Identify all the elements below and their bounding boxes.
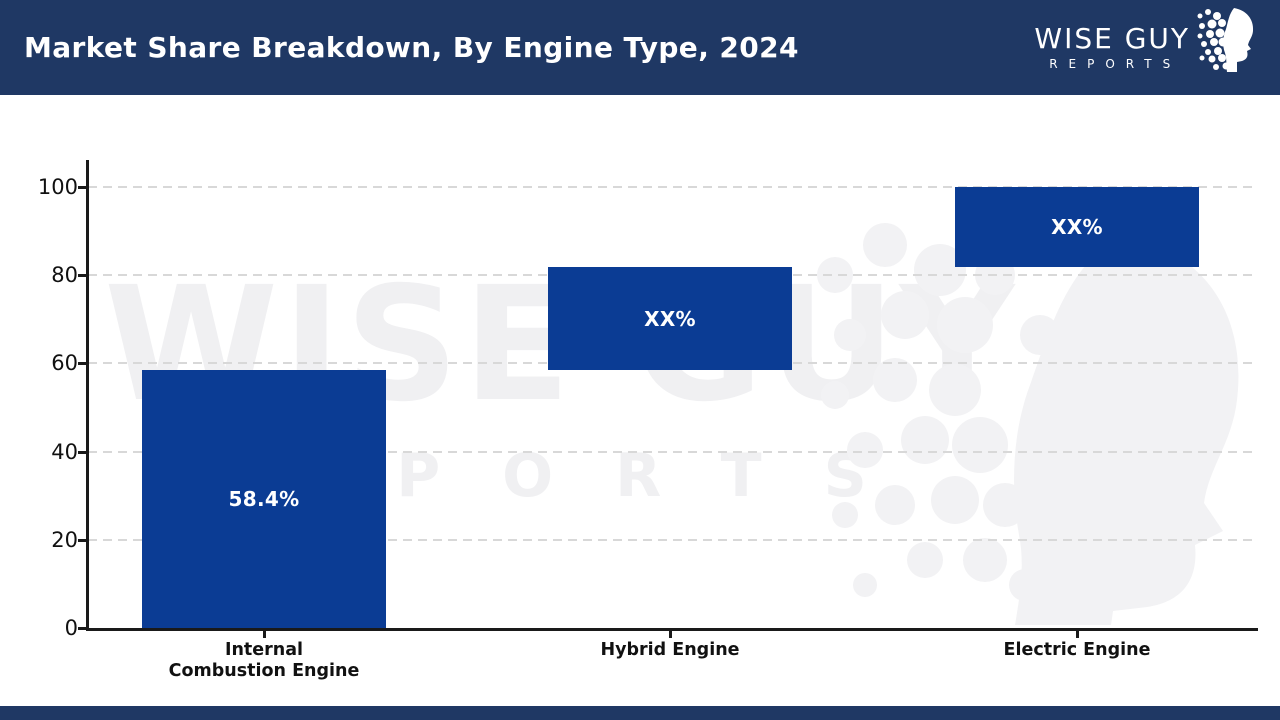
category-label-line: Internal bbox=[224, 640, 304, 660]
category-label-line: Hybrid Engine bbox=[600, 640, 740, 660]
bar-value-label: XX% bbox=[644, 306, 696, 331]
brand-name: WISE GUY bbox=[1034, 22, 1190, 55]
x-axis-tick bbox=[262, 631, 266, 638]
y-axis-tick-label: 40 bbox=[51, 439, 78, 464]
header-bar: Market Share Breakdown, By Engine Type, … bbox=[0, 0, 1280, 95]
bar-value-label: XX% bbox=[1051, 215, 1103, 240]
watermark-face bbox=[817, 223, 1239, 625]
y-axis-tick-label: 60 bbox=[51, 351, 78, 376]
y-axis-tick-label: 20 bbox=[51, 527, 78, 552]
y-axis-tick bbox=[78, 450, 86, 454]
y-axis-tick bbox=[78, 362, 86, 366]
bar-1: 58.4% bbox=[142, 370, 386, 628]
brand-subname: REPORTS bbox=[1049, 57, 1182, 71]
brand-logo-text: WISE GUY REPORTS bbox=[1034, 22, 1190, 71]
gridline bbox=[88, 538, 1258, 541]
x-axis-tick bbox=[668, 631, 672, 638]
y-axis-tick-label: 0 bbox=[64, 616, 78, 640]
x-axis-tick bbox=[1075, 631, 1079, 638]
y-axis-tick bbox=[78, 538, 86, 542]
category-label-line: Combustion Engine bbox=[168, 661, 360, 681]
y-axis-spine bbox=[86, 160, 89, 631]
bar-3: XX% bbox=[955, 187, 1199, 268]
page-title: Market Share Breakdown, By Engine Type, … bbox=[24, 31, 799, 64]
y-axis-tick bbox=[78, 627, 86, 630]
gridline bbox=[88, 186, 1258, 188]
gridline bbox=[88, 450, 1258, 453]
category-label: Internal Combustion Engine bbox=[114, 640, 414, 682]
brand-logo: WISE GUY REPORTS bbox=[1034, 6, 1256, 90]
x-axis-spine bbox=[86, 628, 1258, 631]
bar-value-label: 58.4% bbox=[228, 487, 300, 512]
bar-2: XX% bbox=[548, 267, 792, 371]
category-label: Hybrid Engine bbox=[520, 640, 820, 661]
brand-face-icon bbox=[1197, 7, 1254, 72]
category-label-line: Electric Engine bbox=[1003, 640, 1151, 660]
y-axis-tick bbox=[78, 186, 86, 189]
y-axis-tick-label: 100 bbox=[37, 175, 78, 199]
category-label: Electric Engine bbox=[927, 640, 1227, 661]
y-axis-tick-label: 80 bbox=[51, 263, 78, 288]
footer-bar bbox=[0, 706, 1280, 720]
y-axis-tick bbox=[78, 274, 86, 278]
